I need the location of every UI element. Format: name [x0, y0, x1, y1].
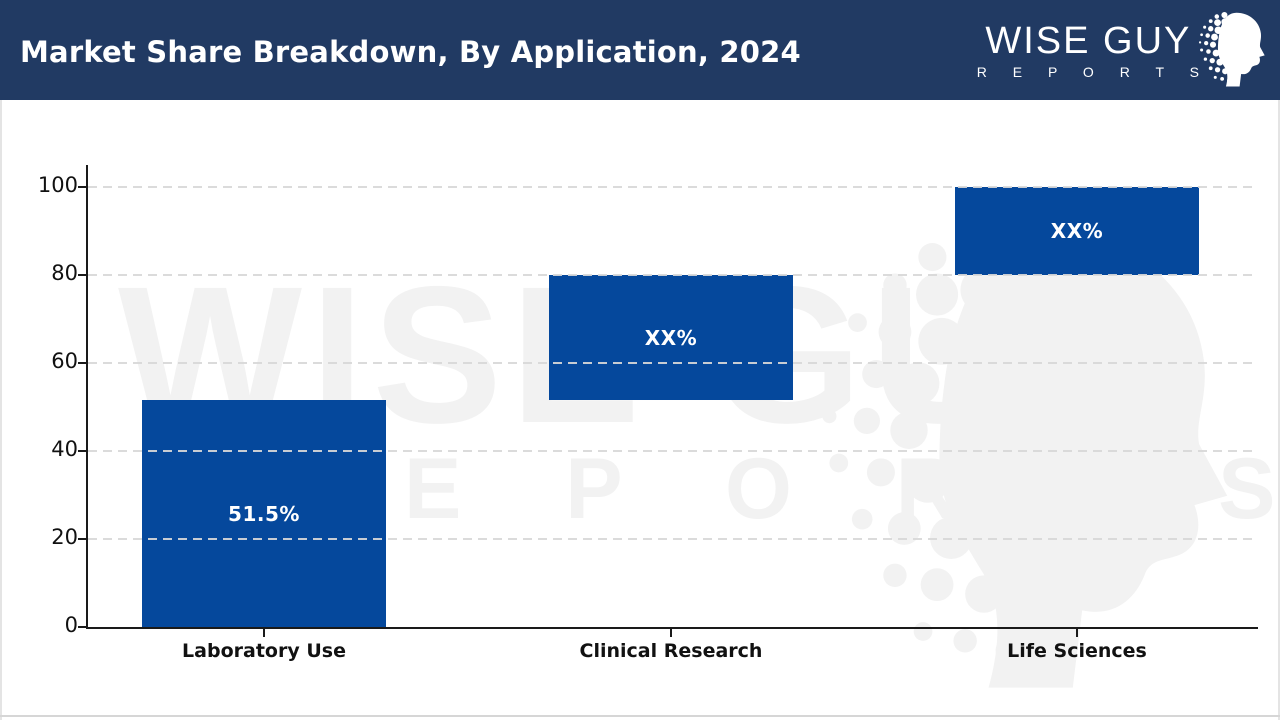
- y-tick-label: 40: [51, 437, 78, 461]
- y-tick: [78, 186, 86, 188]
- gridline: [88, 538, 1257, 540]
- x-category-label: Clinical Research: [579, 640, 763, 662]
- x-category-label: Life Sciences: [1007, 640, 1147, 662]
- page-border-left: [0, 100, 2, 720]
- gridline: [88, 186, 1257, 188]
- bar: XX%: [549, 275, 793, 401]
- bar-value-label: 51.5%: [228, 501, 300, 526]
- bar: XX%: [955, 187, 1199, 275]
- x-tick: [1076, 629, 1078, 637]
- y-tick-label: 100: [37, 173, 78, 197]
- bar: 51.5%: [142, 400, 386, 627]
- logo-subtext: R E P O R T S: [976, 64, 1210, 80]
- y-tick-label: 80: [51, 261, 78, 285]
- chart-title: Market Share Breakdown, By Application, …: [20, 35, 801, 69]
- logo-wordmark: WISE GUY: [985, 20, 1192, 62]
- bar-value-label: XX%: [644, 325, 698, 350]
- y-tick-label: 0: [64, 613, 78, 637]
- gridline: [88, 274, 1257, 276]
- y-tick: [78, 626, 86, 628]
- y-axis-line: [86, 165, 88, 629]
- y-tick-label: 60: [51, 349, 78, 373]
- gridline: [88, 450, 1257, 452]
- wiseguy-logo: WISE GUY R E P O R T S: [967, 4, 1270, 96]
- gridline: [88, 362, 1257, 364]
- y-tick-label: 20: [51, 525, 78, 549]
- bar-value-label: XX%: [1050, 219, 1104, 243]
- y-tick: [78, 450, 86, 452]
- page-border-bottom: [0, 715, 1280, 717]
- x-category-label: Laboratory Use: [182, 640, 346, 662]
- x-tick: [263, 629, 265, 637]
- y-tick: [78, 538, 86, 540]
- y-tick: [78, 274, 86, 276]
- x-axis-line: [86, 627, 1258, 629]
- header-bar: Market Share Breakdown, By Application, …: [0, 0, 1280, 100]
- page-border-right: [1278, 100, 1280, 720]
- logo-text: WISE GUY R E P O R T S: [967, 20, 1210, 80]
- y-tick: [78, 362, 86, 364]
- x-tick: [670, 629, 672, 637]
- logo-head-icon: [1194, 6, 1270, 94]
